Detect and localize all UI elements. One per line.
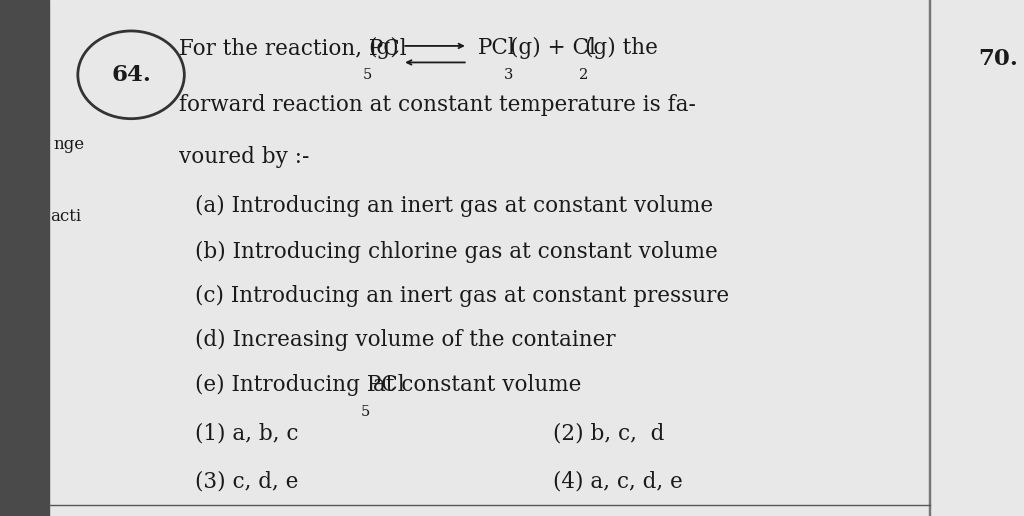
Text: 70.: 70. [979, 49, 1018, 70]
Text: 3: 3 [504, 68, 514, 82]
Text: (e) Introducing PCl: (e) Introducing PCl [195, 374, 404, 396]
Text: forward reaction at constant temperature is fa-: forward reaction at constant temperature… [179, 94, 696, 116]
Text: (g) + Cl: (g) + Cl [510, 37, 595, 59]
Text: voured by :-: voured by :- [179, 146, 309, 168]
Text: (g): (g) [368, 37, 398, 59]
Text: (2) b, c,  d: (2) b, c, d [553, 423, 665, 445]
Text: (4) a, c, d, e: (4) a, c, d, e [553, 471, 683, 493]
Text: PCl: PCl [478, 37, 516, 59]
Bar [0, 0, 49, 516]
Text: 5: 5 [360, 405, 370, 419]
Text: (a) Introducing an inert gas at constant volume: (a) Introducing an inert gas at constant… [195, 195, 713, 217]
Text: (3) c, d, e: (3) c, d, e [195, 471, 298, 493]
Text: 64.: 64. [112, 64, 151, 86]
Bar [49, 0, 927, 516]
Text: (d) Increasing volume of the container: (d) Increasing volume of the container [195, 329, 615, 351]
Text: (c) Introducing an inert gas at constant pressure: (c) Introducing an inert gas at constant… [195, 285, 729, 307]
Text: 5: 5 [362, 68, 372, 82]
Text: (1) a, b, c: (1) a, b, c [195, 423, 298, 445]
Text: acti: acti [50, 208, 81, 225]
Text: at constant volume: at constant volume [366, 374, 581, 396]
Bar [932, 0, 1024, 516]
Text: (g) the: (g) the [585, 37, 657, 59]
Text: 2: 2 [580, 68, 589, 82]
Text: (b) Introducing chlorine gas at constant volume: (b) Introducing chlorine gas at constant… [195, 241, 717, 263]
Text: nge: nge [53, 136, 84, 153]
Text: For the reaction, PCl: For the reaction, PCl [179, 37, 407, 59]
